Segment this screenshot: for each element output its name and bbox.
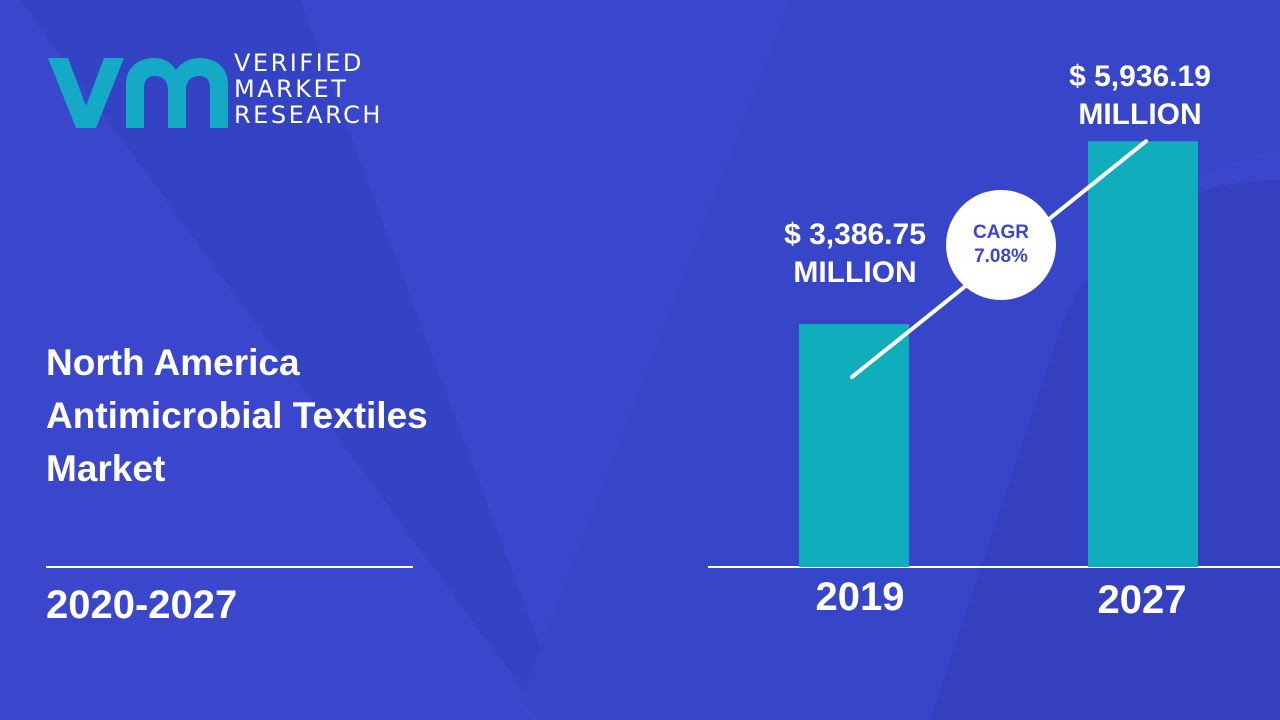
title-line-1: North America: [46, 342, 300, 383]
value-label-2027-amount: $ 5,936.19: [1069, 60, 1211, 93]
brand-line-3: RESEARCH: [234, 101, 383, 129]
vmr-logo-icon: [48, 58, 228, 128]
value-label-2027: $ 5,936.19 MILLION: [1045, 58, 1235, 134]
value-label-2019-unit: MILLION: [793, 256, 917, 289]
value-label-2019-amount: $ 3,386.75: [784, 218, 926, 251]
title-divider: [46, 566, 413, 568]
x-tick-label-2019: 2019: [815, 575, 905, 619]
cagr-label: CAGR: [973, 222, 1029, 243]
brand-line-2: MARKET: [234, 75, 349, 103]
cagr-value: 7.08%: [974, 246, 1028, 267]
forecast-period: 2020-2027: [46, 583, 238, 627]
title-line-2: Antimicrobial Textiles: [46, 395, 428, 436]
brand-line-1: VERIFIED: [234, 49, 364, 77]
bar-2019: [799, 324, 909, 567]
cagr-badge: CAGR 7.08%: [946, 190, 1056, 300]
bar-2027: [1088, 141, 1198, 568]
brand-name: VERIFIED MARKET RESEARCH: [234, 50, 383, 128]
title-line-3: Market: [46, 448, 166, 489]
page-title: North America Antimicrobial Textiles Mar…: [46, 336, 566, 495]
value-label-2019: $ 3,386.75 MILLION: [760, 216, 950, 292]
x-tick-label-2027: 2027: [1097, 578, 1187, 622]
value-label-2027-unit: MILLION: [1078, 98, 1202, 131]
